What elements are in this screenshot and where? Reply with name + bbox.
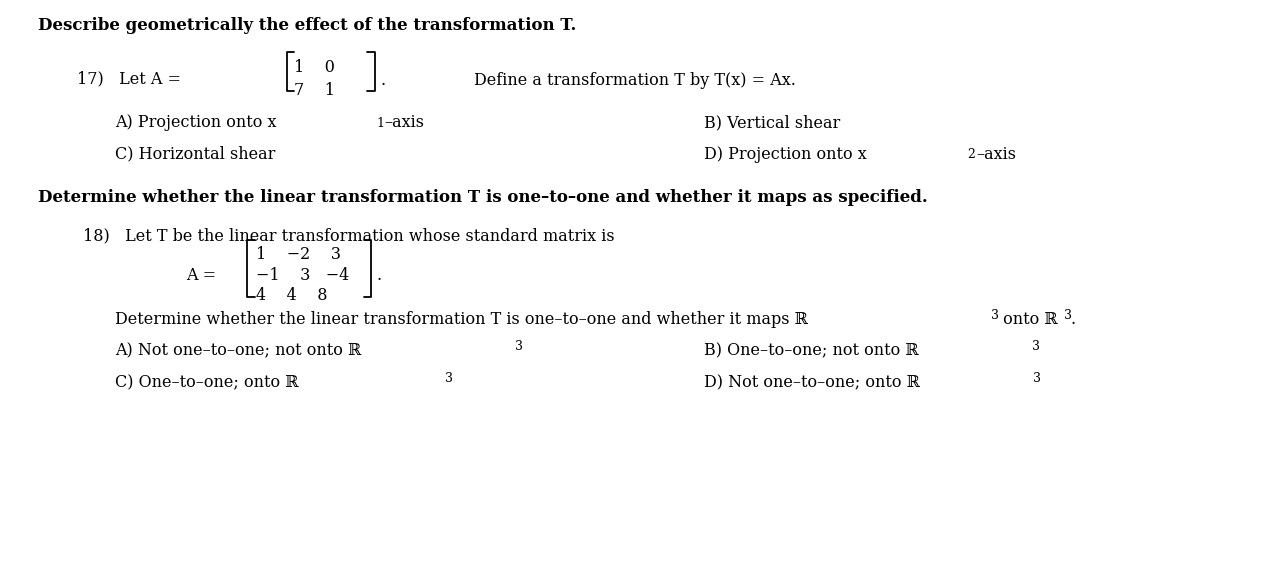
Text: D) Not one–to–one; onto ℝ: D) Not one–to–one; onto ℝ xyxy=(704,374,920,391)
Text: 18)   Let T be the linear transformation whose standard matrix is: 18) Let T be the linear transformation w… xyxy=(83,227,614,244)
Text: B) Vertical shear: B) Vertical shear xyxy=(704,114,840,131)
Text: onto ℝ: onto ℝ xyxy=(998,311,1059,328)
Text: Define a transformation T by T(x) = Ax.: Define a transformation T by T(x) = Ax. xyxy=(474,72,795,89)
Text: Describe geometrically the effect of the transformation T.: Describe geometrically the effect of the… xyxy=(38,17,577,34)
Text: 3: 3 xyxy=(1033,372,1041,385)
Text: Determine whether the linear transformation T is one–to–one and whether it maps : Determine whether the linear transformat… xyxy=(38,189,928,206)
Text: C) Horizontal shear: C) Horizontal shear xyxy=(115,146,275,162)
Text: 3: 3 xyxy=(515,340,522,353)
Text: A =: A = xyxy=(186,267,216,284)
Text: C) One–to–one; onto ℝ: C) One–to–one; onto ℝ xyxy=(115,374,298,391)
Text: 3: 3 xyxy=(1032,340,1039,353)
Text: –axis: –axis xyxy=(977,146,1016,162)
Text: 7    1: 7 1 xyxy=(294,82,335,99)
Text: A) Projection onto x: A) Projection onto x xyxy=(115,114,276,131)
Text: A) Not one–to–one; not onto ℝ: A) Not one–to–one; not onto ℝ xyxy=(115,342,361,359)
Text: Determine whether the linear transformation T is one–to–one and whether it maps : Determine whether the linear transformat… xyxy=(115,311,808,328)
Text: .: . xyxy=(1070,311,1075,328)
Text: 3: 3 xyxy=(991,309,998,322)
Text: B) One–to–one; not onto ℝ: B) One–to–one; not onto ℝ xyxy=(704,342,919,359)
Text: .: . xyxy=(380,72,385,89)
Text: 1: 1 xyxy=(376,117,384,130)
Text: .: . xyxy=(376,267,381,284)
Text: D) Projection onto x: D) Projection onto x xyxy=(704,146,867,162)
Text: 3: 3 xyxy=(1064,309,1071,322)
Text: 1    0: 1 0 xyxy=(294,59,335,76)
Text: 17)   Let A =: 17) Let A = xyxy=(77,70,180,87)
Text: –axis: –axis xyxy=(384,114,424,131)
Text: 4    4    8: 4 4 8 xyxy=(256,287,328,304)
Text: 2: 2 xyxy=(968,148,975,161)
Text: −1    3   −4: −1 3 −4 xyxy=(256,267,349,284)
Text: 3: 3 xyxy=(445,372,453,385)
Text: 1    −2    3: 1 −2 3 xyxy=(256,246,340,263)
